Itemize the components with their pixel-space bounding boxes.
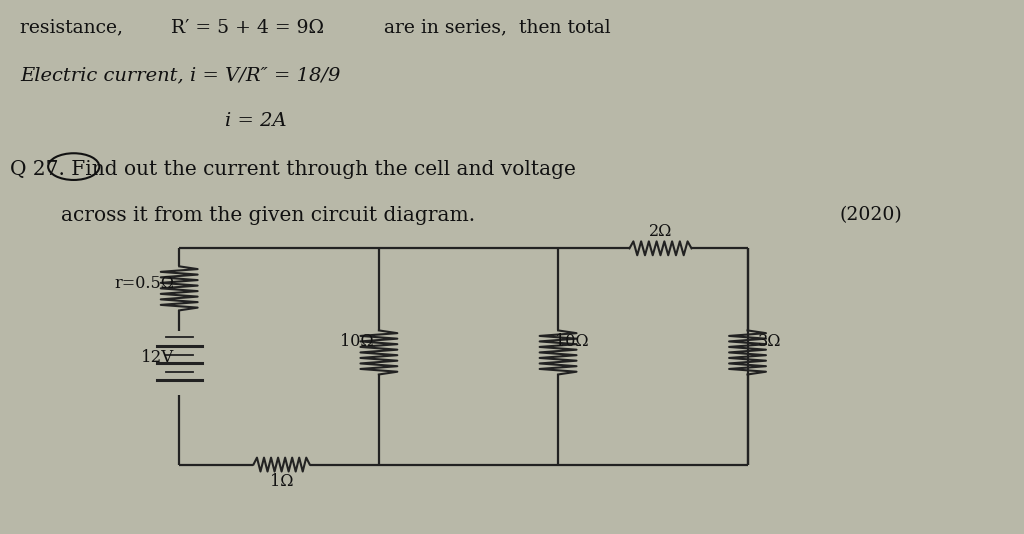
Text: r=0.5Ω: r=0.5Ω (114, 274, 174, 292)
Text: resistance,        R′ = 5 + 4 = 9Ω          are in series,  then total: resistance, R′ = 5 + 4 = 9Ω are in serie… (20, 19, 611, 37)
Text: 2Ω: 2Ω (649, 223, 672, 240)
Text: Q 27. Find out the current through the cell and voltage: Q 27. Find out the current through the c… (10, 160, 577, 179)
Text: 10Ω: 10Ω (340, 333, 374, 350)
Text: i = 2A: i = 2A (225, 112, 287, 130)
Text: 1Ω: 1Ω (270, 473, 293, 490)
Text: across it from the given circuit diagram.: across it from the given circuit diagram… (61, 206, 475, 225)
Text: (2020): (2020) (840, 206, 902, 224)
Text: 12V: 12V (141, 349, 174, 366)
Text: 3Ω: 3Ω (758, 333, 781, 350)
Text: 10Ω: 10Ω (555, 333, 589, 350)
Text: Electric current, i = V/R″ = 18/9: Electric current, i = V/R″ = 18/9 (20, 67, 341, 85)
